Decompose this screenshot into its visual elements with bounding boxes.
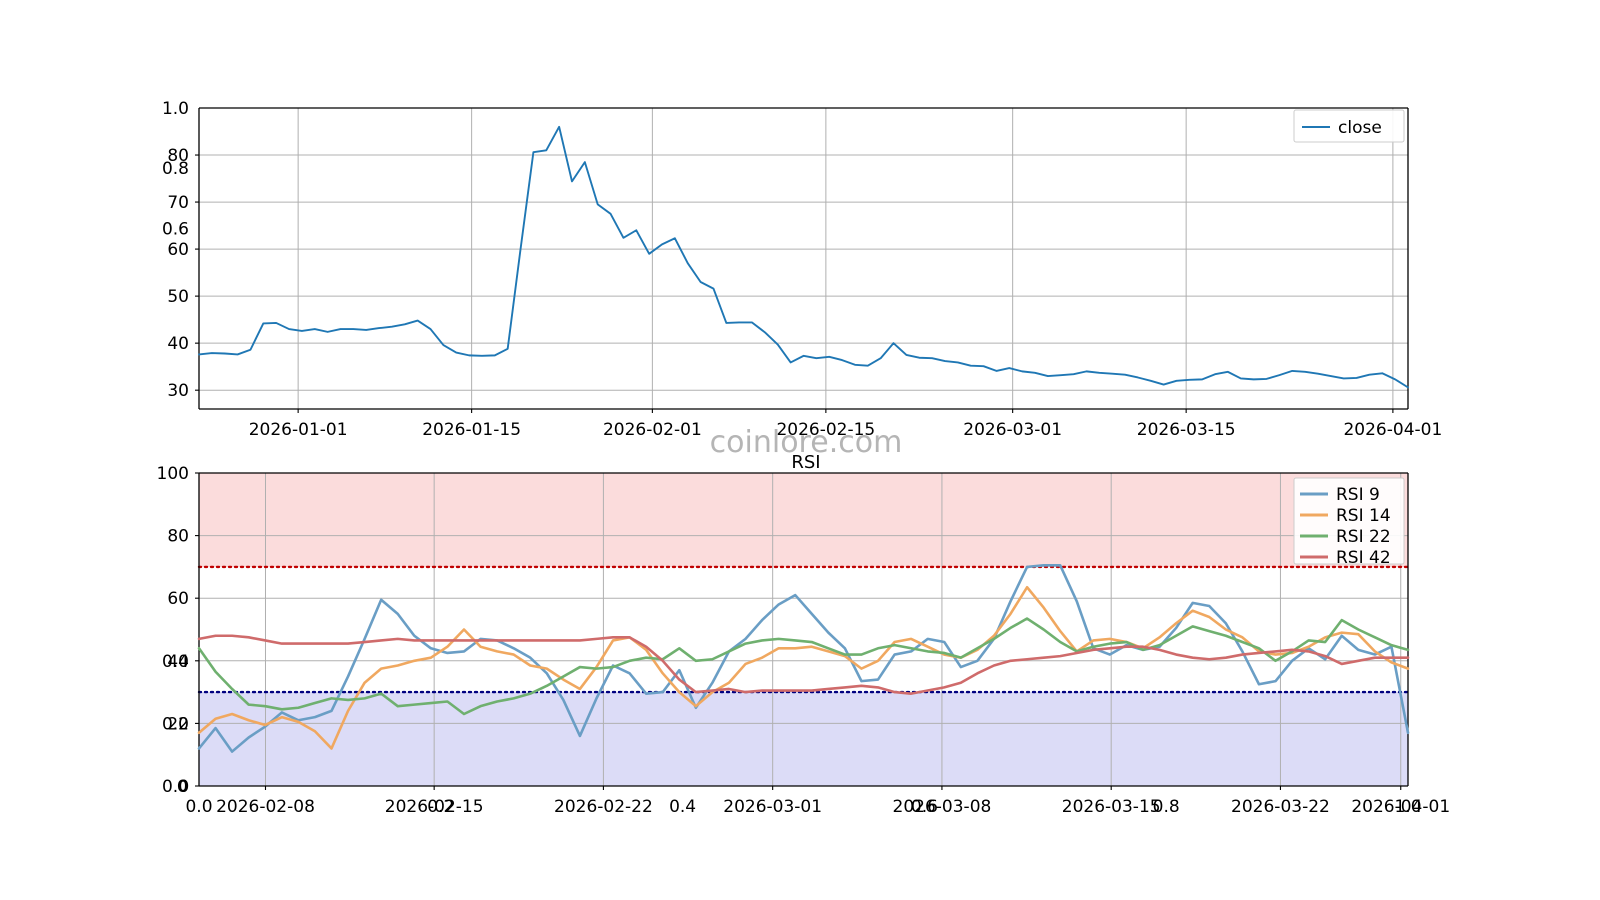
price-ytick-60: 60 xyxy=(167,240,189,260)
rsi-ytick-40: 40 xyxy=(167,652,189,672)
rsi-xtick-2026-02-08: 2026-02-08 xyxy=(216,797,315,817)
price-xtick-2026-01-01: 2026-01-01 xyxy=(249,420,348,440)
watermark-label: coinlore.com xyxy=(710,425,903,460)
price-xtick-2026-03-01: 2026-03-01 xyxy=(963,420,1062,440)
rsi-tickmarks xyxy=(195,472,1402,790)
price-xtick-2026-02-01: 2026-02-01 xyxy=(603,420,702,440)
rsi-xtick-2026-03-15: 2026-03-15 xyxy=(1062,797,1161,817)
rsi-legend-label-rsi-9: RSI 9 xyxy=(1336,485,1380,505)
rsi-line-rsi-14 xyxy=(197,585,1410,750)
rsi-secondary-ytick-0.2: 0.2 xyxy=(162,714,189,734)
price-xtick-2026-01-15: 2026-01-15 xyxy=(422,420,521,440)
rsi-secondary-x-tick-labels: 0.0 0.2 0.4 0.6 0.8 1.0 xyxy=(185,797,1421,817)
rsi-legend-box[interactable] xyxy=(1293,477,1405,565)
price-secondary-ytick-0.6: 0.6 xyxy=(162,219,189,239)
rsi-y-tick-labels: 0 20 40 60 80 100 xyxy=(157,464,190,797)
rsi-secondary-xtick-0.2: 0.2 xyxy=(427,797,454,817)
rsi-xtick-2026-04-01: 2026-04-01 xyxy=(1351,797,1450,817)
rsi-secondary-xtick-0.0: 0.0 xyxy=(185,797,212,817)
price-ytick-70: 70 xyxy=(167,193,189,213)
price-tickmarks xyxy=(195,154,1394,413)
price-series-group xyxy=(198,125,1409,389)
rsi-gridlines xyxy=(199,473,1408,786)
rsi-secondary-y-tick-labels: 0.0 0.2 0.4 xyxy=(162,652,189,797)
rsi-xtick-2026-02-15: 2026-02-15 xyxy=(385,797,484,817)
rsi-oversold-band xyxy=(199,692,1408,786)
price-plot-background xyxy=(199,108,1408,409)
price-line-close xyxy=(198,125,1409,389)
price-ytick-80: 80 xyxy=(167,146,189,166)
rsi-line-rsi-42 xyxy=(197,634,1410,695)
price-secondary-y-tick-labels: 0.6 0.8 1.0 xyxy=(162,99,189,239)
price-xtick-2026-04-01: 2026-04-01 xyxy=(1343,420,1442,440)
rsi-ytick-100: 100 xyxy=(157,464,189,484)
price-secondary-ytick-1.0: 1.0 xyxy=(162,99,189,119)
rsi-ytick-80: 80 xyxy=(167,527,189,547)
price-xtick-2026-02-15: 2026-02-15 xyxy=(776,420,875,440)
rsi-secondary-xtick-0.6: 0.6 xyxy=(911,797,938,817)
rsi-line-rsi-22 xyxy=(197,617,1410,716)
rsi-xtick-2026-02-22: 2026-02-22 xyxy=(554,797,653,817)
price-ytick-30: 30 xyxy=(167,381,189,401)
rsi-legend-label-rsi-22: RSI 22 xyxy=(1336,527,1391,547)
rsi-secondary-ytick-0.0: 0.0 xyxy=(162,777,189,797)
rsi-xtick-2026-03-22: 2026-03-22 xyxy=(1231,797,1330,817)
rsi-secondary-xtick-0.8: 0.8 xyxy=(1153,797,1180,817)
price-gridlines xyxy=(199,108,1408,409)
rsi-legend-label-rsi-42: RSI 42 xyxy=(1336,548,1391,568)
price-ytick-50: 50 xyxy=(167,287,189,307)
rsi-panel-title: RSI xyxy=(791,452,820,473)
price-ytick-40: 40 xyxy=(167,334,189,354)
price-legend-label-close: close xyxy=(1338,118,1382,138)
rsi-ytick-0: 0 xyxy=(177,777,189,797)
price-legend[interactable]: close xyxy=(1293,109,1405,143)
rsi-xtick-2026-03-01: 2026-03-01 xyxy=(723,797,822,817)
rsi-ytick-60: 60 xyxy=(167,589,189,609)
price-legend-box[interactable] xyxy=(1293,109,1405,143)
price-x-tick-labels: 2026-01-01 2026-01-15 2026-02-01 2026-02-15… xyxy=(249,420,1443,440)
rsi-x-tick-labels: 2026-02-08 2026-02-15 2026-02-22 2026-03-01… xyxy=(216,797,1450,817)
rsi-secondary-ytick-0.4: 0.4 xyxy=(162,652,189,672)
rsi-line-rsi-9 xyxy=(197,564,1410,753)
rsi-xtick-2026-03-08: 2026-03-08 xyxy=(893,797,992,817)
rsi-overbought-band xyxy=(199,473,1408,567)
rsi-ytick-20: 20 xyxy=(167,714,189,734)
rsi-legend-label-rsi-14: RSI 14 xyxy=(1336,506,1391,526)
rsi-secondary-xtick-1.0: 1.0 xyxy=(1394,797,1421,817)
rsi-series-group xyxy=(197,564,1410,753)
rsi-secondary-xtick-0.4: 0.4 xyxy=(669,797,696,817)
price-secondary-ytick-0.8: 0.8 xyxy=(162,159,189,179)
price-xtick-2026-03-15: 2026-03-15 xyxy=(1137,420,1236,440)
price-y-tick-labels: 30 40 50 60 70 80 xyxy=(167,146,189,401)
